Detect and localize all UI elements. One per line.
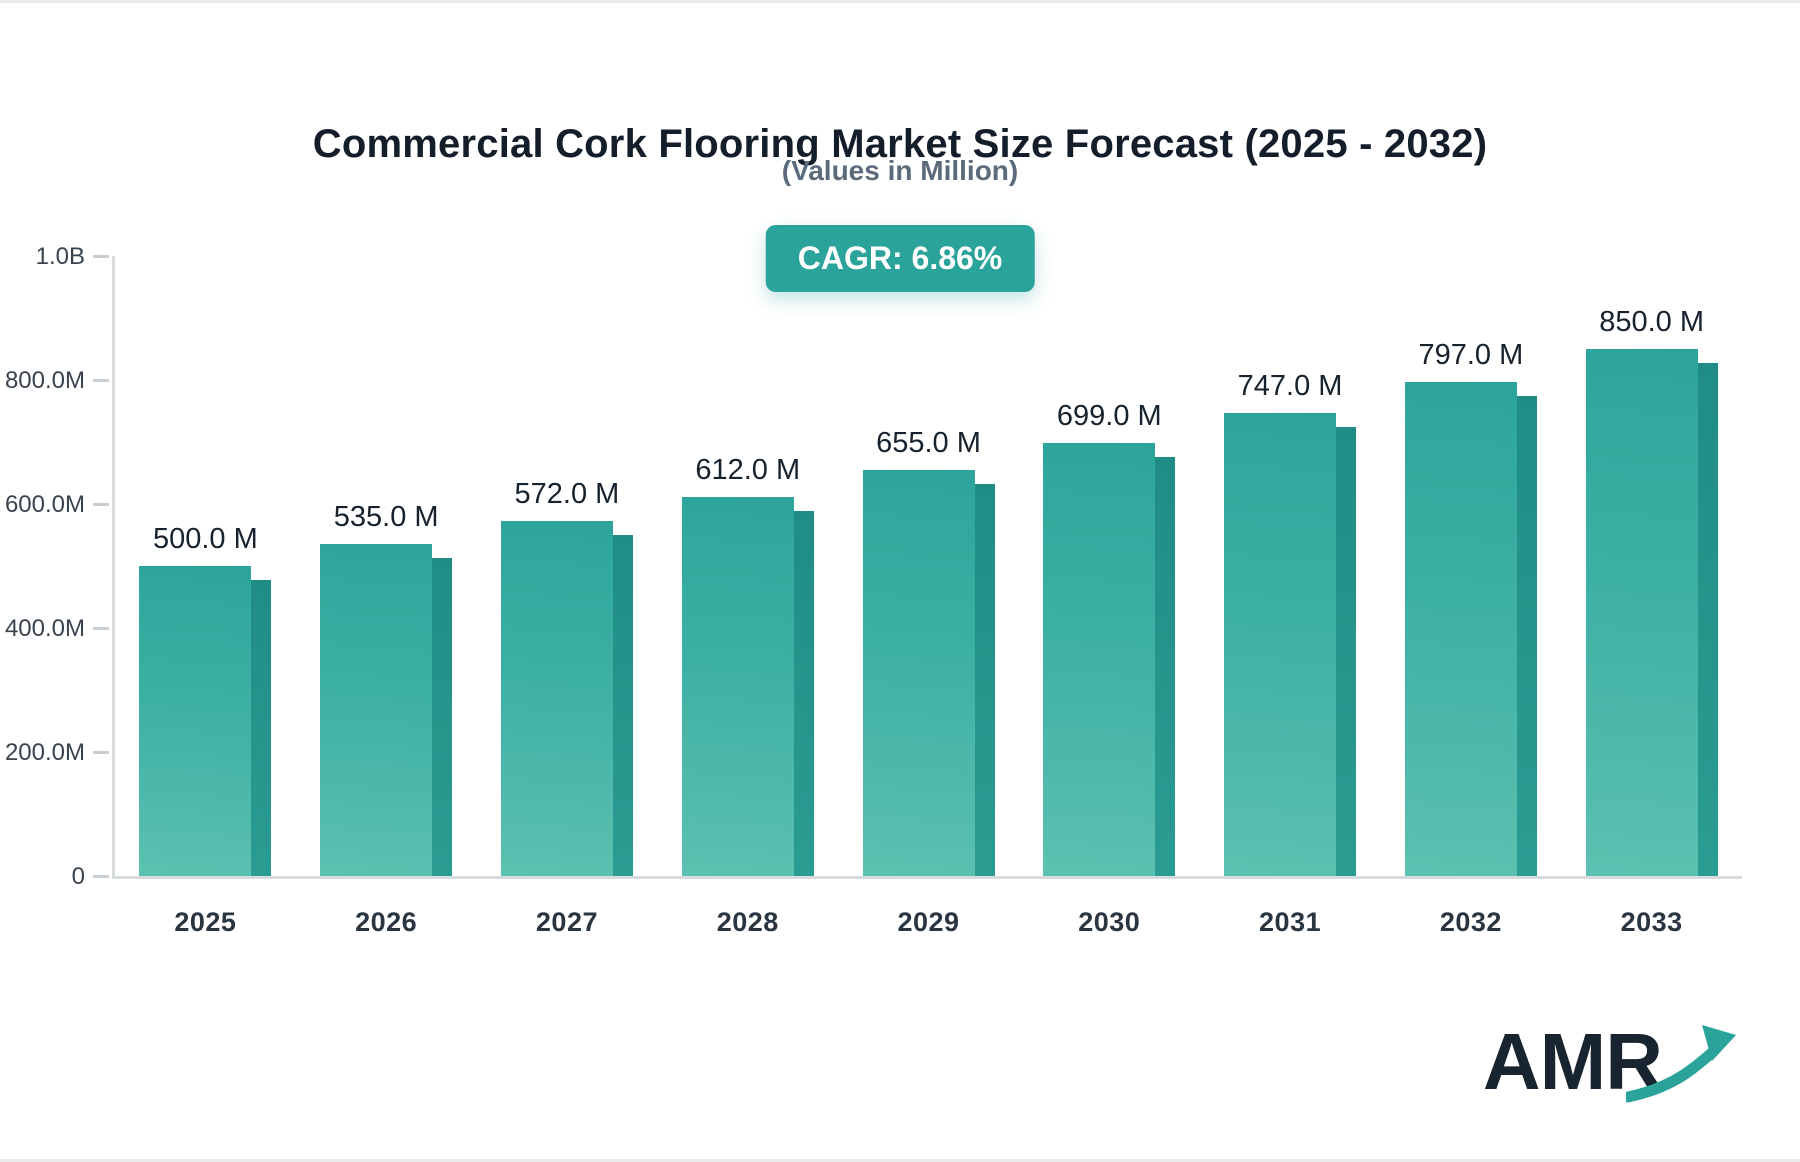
bar [862, 470, 995, 876]
x-axis-label: 2029 [897, 907, 960, 937]
bar-column: 655.0 M 2029 [838, 256, 1019, 937]
x-axis-label: 2025 [174, 907, 237, 937]
bar-value-label: 747.0 M [1237, 370, 1343, 402]
bar-front-face [500, 521, 613, 876]
x-axis-label: 2033 [1620, 907, 1683, 937]
bar-value-label: 655.0 M [876, 427, 981, 459]
bar [500, 521, 633, 876]
bar-column: 500.0 M 2025 [115, 256, 296, 937]
bar-side-face [974, 484, 995, 876]
y-axis-tick [93, 379, 109, 382]
growth-arrow-icon [1626, 1025, 1736, 1103]
bar [1404, 382, 1537, 876]
y-axis-label: 400.0M [4, 615, 85, 642]
amr-logo-text: AMR [1482, 1017, 1663, 1106]
bar-side-face [1697, 363, 1718, 876]
bar-column: 612.0 M 2028 [657, 256, 838, 937]
x-axis-label: 2026 [355, 907, 418, 937]
bar [139, 566, 272, 876]
bar-front-face [681, 497, 794, 876]
bar-front-face [1404, 382, 1517, 876]
bar-side-face [1155, 457, 1176, 876]
bar-side-face [1516, 396, 1537, 876]
chart-title: Commercial Cork Flooring Market Size For… [312, 121, 1488, 166]
bar-front-face [1224, 413, 1337, 876]
x-axis-label: 2027 [535, 907, 598, 937]
bar-column: 535.0 M 2026 [296, 256, 477, 937]
bar-side-face [251, 580, 272, 876]
x-axis-label: 2032 [1439, 907, 1502, 937]
x-axis-label: 2030 [1078, 907, 1141, 937]
chart-area: 0 200.0M 400.0M 600.0M 800.0M 1.0B 500.0 M 2025… [5, 243, 1742, 937]
bar-value-label: 535.0 M [333, 501, 439, 533]
chart-subtitle: (Values in Million) [781, 155, 1019, 186]
bar [1043, 443, 1176, 876]
bar-column: 747.0 M 2031 [1200, 256, 1381, 937]
y-axis-label: 1.0B [35, 243, 85, 270]
bar [320, 544, 453, 876]
bar-value-label: 612.0 M [695, 454, 801, 486]
bar [681, 497, 814, 876]
y-axis-label: 200.0M [4, 739, 85, 766]
bar-value-label: 500.0 M [152, 523, 258, 555]
amr-logo: AMR [1483, 1017, 1736, 1107]
bar-column: 850.0 M 2033 [1561, 256, 1742, 937]
bar-value-label: 699.0 M [1056, 400, 1162, 432]
cagr-badge: CAGR: 6.86% [765, 225, 1035, 292]
y-axis-tick [93, 255, 109, 258]
bar-column: 797.0 M 2032 [1380, 256, 1561, 937]
bar [1585, 349, 1718, 876]
bar-value-label: 850.0 M [1599, 306, 1705, 338]
y-axis-tick [93, 503, 109, 506]
bar-side-face [1336, 427, 1357, 876]
y-axis-tick [93, 875, 109, 878]
bar-front-face [862, 470, 975, 876]
x-axis-label: 2031 [1259, 907, 1322, 937]
y-axis-tick [93, 751, 109, 754]
bar-value-label: 797.0 M [1418, 339, 1524, 371]
bar-front-face [1585, 349, 1698, 876]
bar-side-face [432, 558, 453, 876]
y-axis-label: 0 [71, 863, 85, 890]
bar-column: 572.0 M 2027 [477, 256, 658, 937]
y-axis-label: 800.0M [4, 367, 85, 394]
y-axis-label: 600.0M [4, 491, 85, 518]
bar-front-face [320, 544, 433, 876]
bar-value-label: 572.0 M [514, 478, 620, 510]
bar-front-face [139, 566, 252, 876]
bar-front-face [1043, 443, 1156, 876]
bar-side-face [612, 535, 633, 876]
plot-area: 0 200.0M 400.0M 600.0M 800.0M 1.0B 500.0 M 2025… [5, 243, 1742, 937]
y-axis-tick [93, 627, 109, 630]
bar [1224, 413, 1357, 876]
bar-column: 699.0 M 2030 [1019, 256, 1200, 937]
x-axis-label: 2028 [716, 907, 779, 937]
bar-side-face [793, 511, 814, 876]
